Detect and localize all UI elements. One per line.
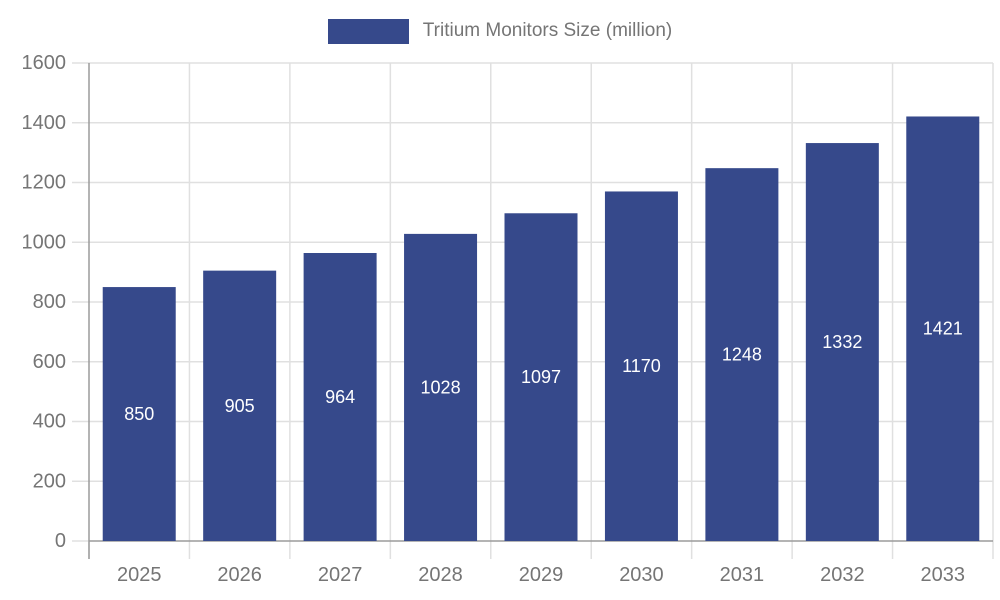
x-axis-tick-label: 2029	[519, 564, 564, 586]
bar-2031[interactable]	[705, 168, 779, 541]
bar-2029[interactable]	[504, 213, 578, 542]
y-axis-tick-label: 400	[33, 411, 66, 433]
y-axis-tick-label: 200	[33, 470, 66, 492]
legend-item[interactable]: Tritium Monitors Size (million)	[0, 17, 1000, 45]
x-axis-tick-label: 2026	[217, 564, 262, 586]
bar-value-label: 850	[124, 404, 154, 424]
bar-value-label: 1028	[421, 377, 461, 397]
x-axis-tick-label: 2032	[820, 564, 865, 586]
bar-2025[interactable]	[102, 287, 176, 541]
bar-2030[interactable]	[604, 191, 678, 541]
legend-swatch	[327, 18, 409, 44]
x-axis-tick-label: 2027	[318, 564, 363, 586]
bar-value-label: 1170	[622, 356, 661, 376]
bar-value-label: 1332	[822, 332, 862, 352]
bar-2032[interactable]	[805, 143, 879, 541]
bar-value-label: 1097	[521, 367, 561, 387]
bar-2028[interactable]	[404, 233, 478, 541]
legend-label: Tritium Monitors Size (million)	[422, 20, 673, 41]
y-axis-tick-label: 800	[33, 291, 66, 313]
bar-value-label: 1421	[923, 319, 963, 339]
bar-2027[interactable]	[303, 253, 377, 541]
bar-value-label: 905	[225, 396, 255, 416]
y-axis-tick-label: 1000	[22, 231, 67, 253]
bar-value-label: 1248	[722, 345, 762, 365]
y-axis-tick-label: 1400	[22, 112, 67, 134]
bar-value-label: 964	[325, 387, 355, 407]
bar-2026[interactable]	[203, 270, 277, 541]
y-axis-tick-label: 600	[33, 351, 66, 373]
y-axis-tick-label: 0	[55, 530, 66, 552]
x-axis-tick-label: 2028	[418, 564, 463, 586]
x-axis-tick-label: 2025	[117, 564, 162, 586]
y-axis-tick-label: 1600	[22, 52, 67, 74]
x-axis-tick-label: 2031	[720, 564, 765, 586]
x-axis-tick-label: 2030	[619, 564, 664, 586]
y-axis-tick-label: 1200	[22, 172, 67, 194]
x-axis-tick-label: 2033	[921, 564, 966, 586]
bar-2033[interactable]	[906, 116, 980, 541]
